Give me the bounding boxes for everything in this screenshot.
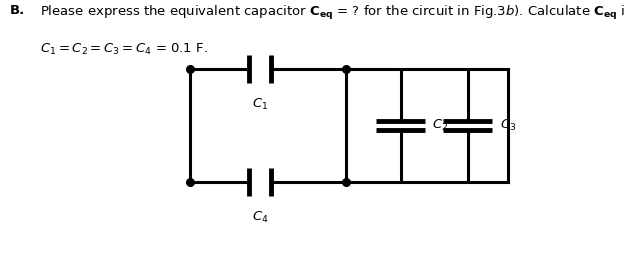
Text: $C_3$: $C_3$ (500, 118, 516, 133)
Text: Please express the equivalent capacitor $\mathbf{C_{eq}}$ = ? for the circuit in: Please express the equivalent capacitor … (40, 4, 624, 22)
Text: B.: B. (9, 4, 24, 17)
Text: $C_2$: $C_2$ (432, 118, 449, 133)
Text: $C_4$: $C_4$ (251, 209, 268, 225)
Text: $C_1 = C_2 = C_3 = C_4$ = 0.1 F.: $C_1 = C_2 = C_3 = C_4$ = 0.1 F. (40, 41, 208, 57)
Text: $C_1$: $C_1$ (252, 97, 268, 112)
